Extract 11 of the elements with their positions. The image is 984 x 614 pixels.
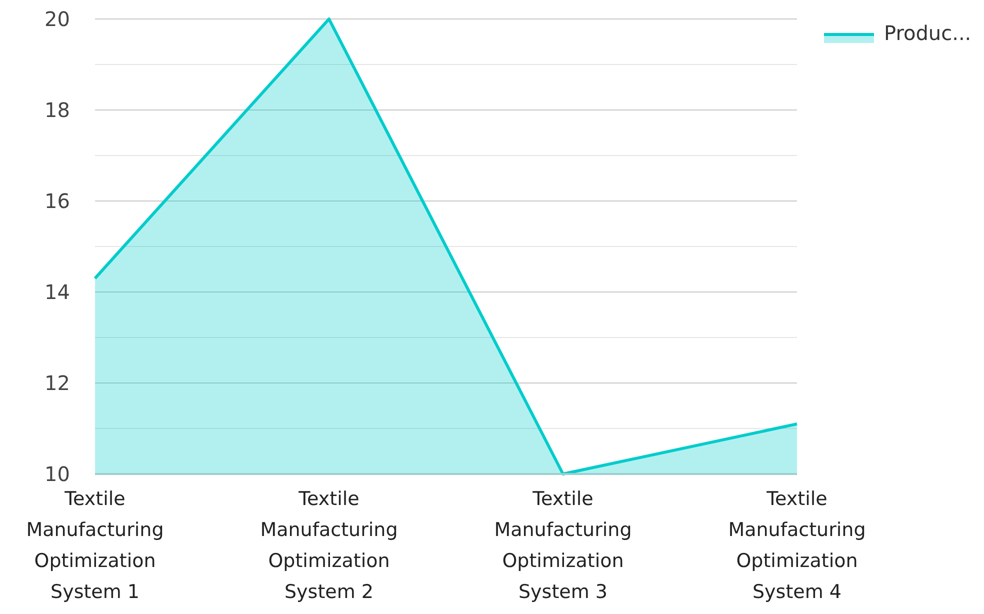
x-tick-label: Textile Manufacturing Optimization System 4 bbox=[728, 488, 866, 603]
x-tick-label: Textile Manufacturing Optimization System 2 bbox=[260, 488, 398, 603]
y-tick-label: 14 bbox=[44, 280, 70, 304]
y-tick-label: 12 bbox=[44, 371, 70, 395]
y-tick-label: 20 bbox=[44, 7, 70, 31]
legend-label: Produc... bbox=[884, 21, 972, 45]
x-tick-label: Textile Manufacturing Optimization System 3 bbox=[494, 488, 632, 603]
y-tick-label: 16 bbox=[44, 189, 70, 213]
x-tick-label: Textile Manufacturing Optimization System 1 bbox=[26, 488, 164, 603]
y-tick-label: 18 bbox=[44, 98, 70, 122]
y-tick-label: 10 bbox=[44, 462, 70, 486]
